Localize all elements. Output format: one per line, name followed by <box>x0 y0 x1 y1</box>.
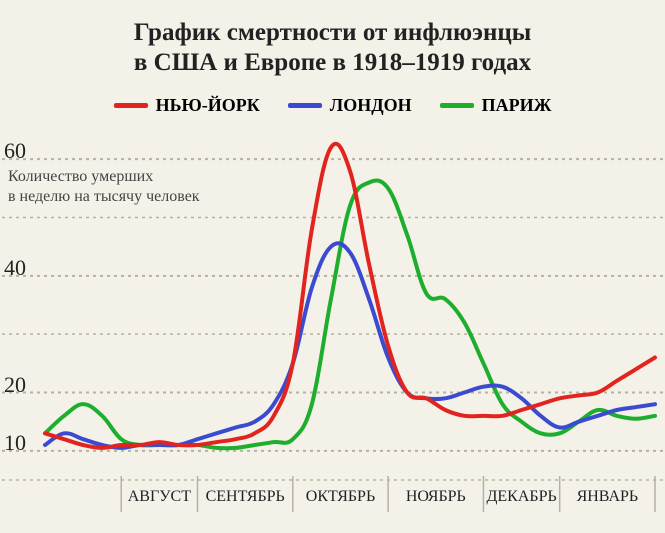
series-line-paris <box>45 180 655 448</box>
chart-container: График смертности от инфлюэнцы в США и Е… <box>0 0 665 533</box>
x-tick-label: НОЯБРЬ <box>406 488 466 506</box>
y-tick-label: 60 <box>4 138 26 164</box>
x-tick-label: СЕНТЯБРЬ <box>206 488 285 506</box>
series-line-london <box>45 243 655 448</box>
y-tick-label: 40 <box>4 255 26 281</box>
x-tick-label: ЯНВАРЬ <box>577 488 639 506</box>
x-tick-label: ОКТЯБРЬ <box>306 488 375 506</box>
x-tick-label: АВГУСТ <box>128 488 191 506</box>
y-tick-label: 10 <box>4 430 26 456</box>
chart-svg <box>0 0 665 533</box>
y-tick-label: 20 <box>4 372 26 398</box>
series-line-ny <box>45 144 655 448</box>
x-tick-label: ДЕКАБРЬ <box>486 488 556 506</box>
